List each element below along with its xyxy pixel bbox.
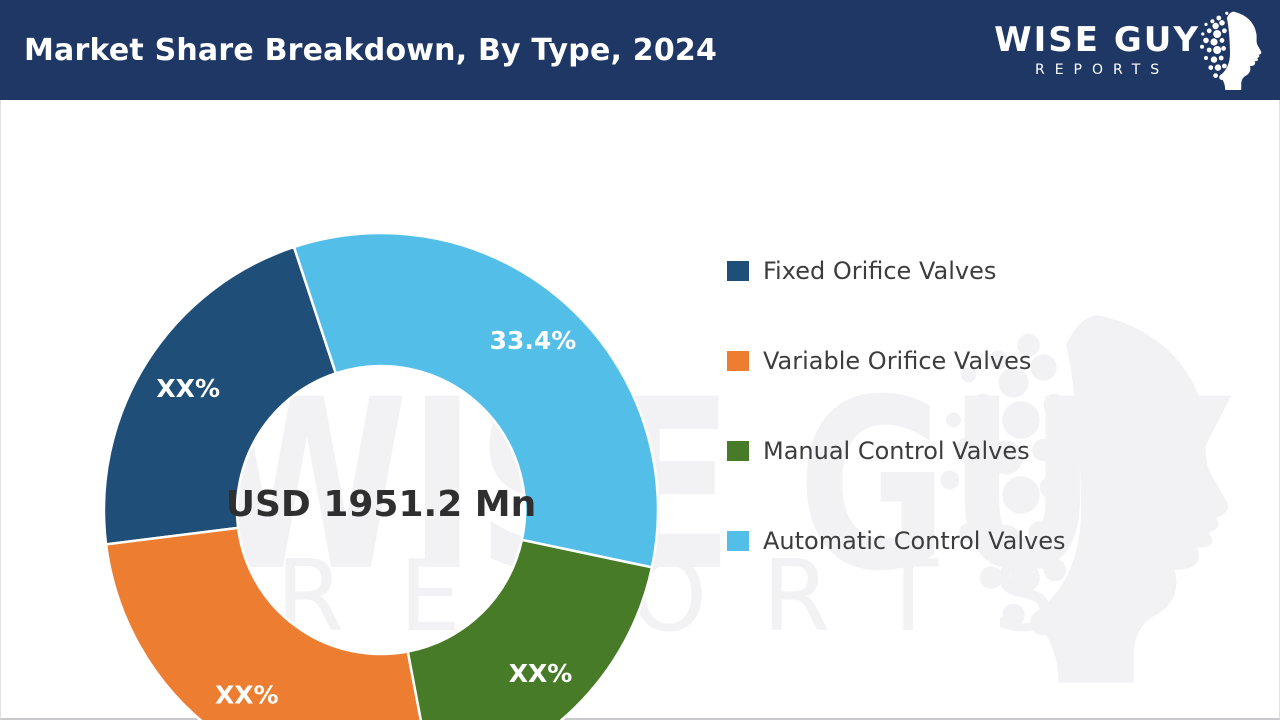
watermark-subtitle-text: REPORTS (276, 540, 1111, 654)
donut-segment-manual-control-valves (406, 538, 654, 720)
legend-label: Automatic Control Valves (763, 527, 1066, 555)
segment-percent-label: XX% (215, 680, 279, 709)
segment-percent-label: 33.4% (490, 326, 577, 355)
legend-item-fixed-orifice-valves: Fixed Orifice Valves (727, 226, 1066, 316)
legend-label: Fixed Orifice Valves (763, 257, 997, 285)
chart-area: WISE GUY REPORTS XX% XX% XX% 33.4% USD 1951… (0, 100, 1280, 720)
donut-segment-automatic-control-valves (292, 231, 660, 569)
legend-item-automatic-control-valves: Automatic Control Valves (727, 496, 1066, 586)
legend-swatch-icon (727, 351, 749, 371)
legend-label: Variable Orifice Valves (763, 347, 1032, 375)
header-bar: Market Share Breakdown, By Type, 2024 WI… (0, 0, 1280, 100)
donut-segment-fixed-orifice-valves (102, 245, 338, 546)
donut-segment-variable-orifice-valves (104, 526, 423, 720)
legend-swatch-icon (727, 531, 749, 551)
brand-subtitle: REPORTS (1034, 61, 1170, 78)
segment-percent-label: XX% (509, 659, 573, 688)
legend-swatch-icon (727, 441, 749, 461)
chart-center-value: USD 1951.2 Mn (225, 484, 537, 525)
brand-logo-text: WISE GUY REPORTS (994, 23, 1200, 78)
page-title: Market Share Breakdown, By Type, 2024 (24, 32, 718, 68)
legend-item-manual-control-valves: Manual Control Valves (727, 406, 1066, 496)
segment-percent-label: XX% (156, 374, 220, 403)
chart-legend: Fixed Orifice Valves Variable Orifice Va… (727, 226, 1066, 586)
legend-label: Manual Control Valves (763, 437, 1030, 465)
donut-chart: XX% XX% XX% 33.4% (102, 231, 660, 720)
dotted-head-icon (1200, 11, 1262, 91)
legend-swatch-icon (727, 261, 749, 281)
brand-name: WISE GUY (994, 19, 1200, 60)
watermark-dotted-head-icon (940, 315, 1228, 683)
legend-item-variable-orifice-valves: Variable Orifice Valves (727, 316, 1066, 406)
brand-logo: WISE GUY REPORTS (994, 8, 1262, 92)
